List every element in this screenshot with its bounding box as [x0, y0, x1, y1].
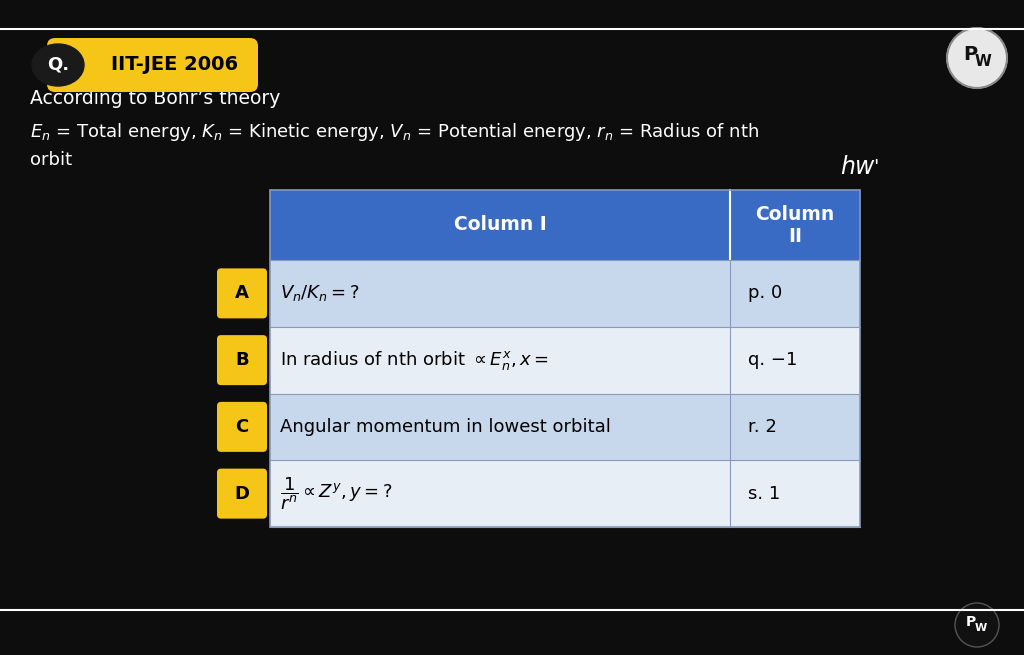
Text: $\dfrac{1}{r^n} \propto Z^y, y =?$: $\dfrac{1}{r^n} \propto Z^y, y =?$: [280, 476, 393, 512]
Text: P: P: [966, 615, 976, 629]
FancyBboxPatch shape: [217, 402, 267, 452]
Text: p. 0: p. 0: [748, 284, 782, 303]
Text: B: B: [236, 351, 249, 369]
Text: In radius of nth orbit $\propto E_n^x, x =$: In radius of nth orbit $\propto E_n^x, x…: [280, 348, 549, 371]
Text: C: C: [236, 418, 249, 436]
Text: Column I: Column I: [454, 215, 547, 234]
FancyBboxPatch shape: [47, 38, 258, 92]
Text: $E_n$ = Total energy, $K_n$ = Kinetic energy, $V_n$ = Potential energy, $r_n$ = : $E_n$ = Total energy, $K_n$ = Kinetic en…: [30, 121, 759, 143]
Text: A: A: [236, 284, 249, 303]
Text: According to Bohr’s theory: According to Bohr’s theory: [30, 88, 281, 107]
Text: W: W: [975, 623, 987, 633]
Text: P: P: [963, 45, 977, 64]
Text: Q.: Q.: [47, 56, 69, 74]
Text: ': ': [873, 157, 879, 176]
Ellipse shape: [32, 44, 84, 86]
Text: s. 1: s. 1: [748, 485, 780, 502]
Bar: [270, 190, 860, 260]
FancyBboxPatch shape: [217, 468, 267, 519]
Text: Angular momentum in lowest orbital: Angular momentum in lowest orbital: [280, 418, 611, 436]
Text: orbit: orbit: [30, 151, 72, 169]
Bar: [270, 327, 860, 394]
Bar: [270, 394, 860, 460]
FancyBboxPatch shape: [217, 269, 267, 318]
Text: q. −1: q. −1: [748, 351, 798, 369]
Bar: [270, 260, 860, 327]
Bar: [270, 460, 860, 527]
Text: $hw$: $hw$: [840, 155, 877, 179]
Text: W: W: [975, 54, 991, 69]
Text: IIT-JEE 2006: IIT-JEE 2006: [112, 56, 239, 75]
Bar: [270, 190, 860, 527]
Text: $V_n / K_n = ?$: $V_n / K_n = ?$: [280, 284, 359, 303]
Text: D: D: [234, 485, 250, 502]
Text: Column
II: Column II: [756, 204, 835, 246]
Circle shape: [955, 603, 999, 647]
Circle shape: [947, 28, 1007, 88]
Text: r. 2: r. 2: [748, 418, 777, 436]
FancyBboxPatch shape: [217, 335, 267, 385]
